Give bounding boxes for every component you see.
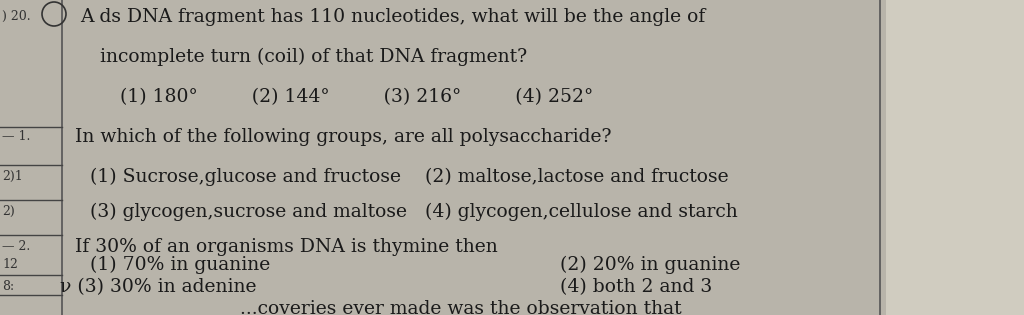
Text: (1) 180°         (2) 144°         (3) 216°         (4) 252°: (1) 180° (2) 144° (3) 216° (4) 252° bbox=[120, 88, 593, 106]
Bar bbox=[886, 0, 1024, 315]
Text: A ds DNA fragment has 110 nucleotides, what will be the angle of: A ds DNA fragment has 110 nucleotides, w… bbox=[80, 8, 706, 26]
Text: (4) both 2 and 3: (4) both 2 and 3 bbox=[560, 278, 713, 296]
Text: In which of the following groups, are all polysaccharide?: In which of the following groups, are al… bbox=[75, 128, 611, 146]
Text: ...coveries ever made was the observation that: ...coveries ever made was the observatio… bbox=[240, 300, 682, 315]
Text: 2): 2) bbox=[2, 205, 14, 218]
Text: 2)1: 2)1 bbox=[2, 170, 23, 183]
Text: (3) glycogen,sucrose and maltose   (4) glycogen,cellulose and starch: (3) glycogen,sucrose and maltose (4) gly… bbox=[90, 203, 737, 221]
Text: (1) 70% in guanine: (1) 70% in guanine bbox=[90, 256, 270, 274]
Text: If 30% of an organisms DNA is thymine then: If 30% of an organisms DNA is thymine th… bbox=[75, 238, 498, 256]
Text: 8:: 8: bbox=[2, 280, 14, 293]
Text: (1) Sucrose,glucose and fructose    (2) maltose,lactose and fructose: (1) Sucrose,glucose and fructose (2) mal… bbox=[90, 168, 729, 186]
Text: ) 20.: ) 20. bbox=[2, 10, 31, 23]
Text: incomplete turn (coil) of that DNA fragment?: incomplete turn (coil) of that DNA fragm… bbox=[100, 48, 527, 66]
Text: — 1.: — 1. bbox=[2, 130, 31, 143]
Text: ν (3) 30% in adenine: ν (3) 30% in adenine bbox=[60, 278, 256, 296]
Text: — 2.: — 2. bbox=[2, 240, 31, 253]
Text: (2) 20% in guanine: (2) 20% in guanine bbox=[560, 256, 740, 274]
Text: 12: 12 bbox=[2, 258, 17, 271]
